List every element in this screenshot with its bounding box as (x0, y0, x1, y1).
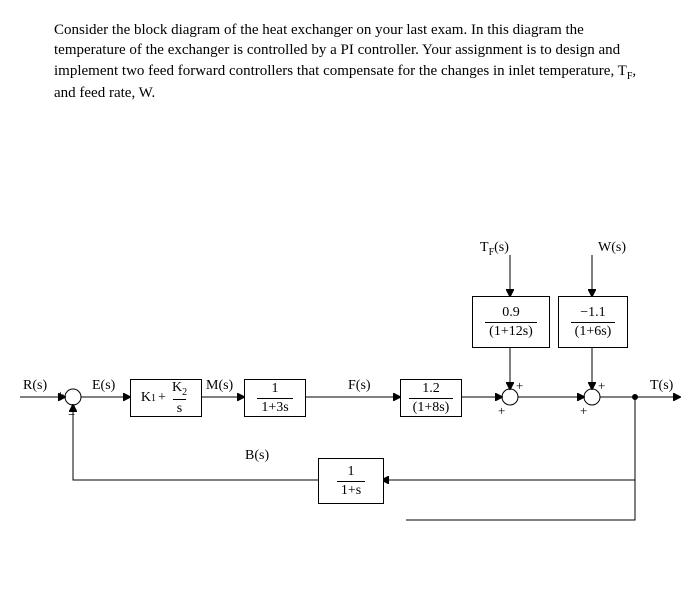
block-pi: K1 + K2 s (130, 379, 202, 417)
pi-expr: K1 + K2 s (141, 380, 191, 416)
label-T: T(s) (650, 378, 673, 394)
label-F: F(s) (348, 378, 371, 394)
tf2-den: (1+8s) (409, 398, 454, 415)
block-gd2: −1.1 (1+6s) (558, 296, 628, 348)
gd1-num: 0.9 (498, 305, 524, 321)
pi-den: s (173, 399, 186, 416)
fb-num: 1 (344, 464, 359, 480)
block-tf2: 1.2 (1+8s) (400, 379, 462, 417)
fb-den: 1+s (337, 481, 365, 498)
sum1 (65, 389, 81, 405)
tf2-num: 1.2 (418, 381, 444, 397)
gd1-den: (1+12s) (485, 322, 537, 339)
label-E: E(s) (92, 378, 115, 394)
tf2-frac: 1.2 (1+8s) (409, 381, 454, 415)
pi-k1: K (141, 390, 151, 406)
sign-sum2-top: + (516, 379, 523, 392)
sign-sum2-left: + (498, 404, 505, 417)
gd2-num: −1.1 (576, 305, 609, 321)
pi-k2: K (172, 380, 182, 395)
fb-frac: 1 1+s (337, 464, 365, 498)
pi-k2-sub: 2 (182, 387, 187, 398)
label-B: B(s) (245, 448, 269, 464)
label-R: R(s) (23, 378, 47, 394)
label-M: M(s) (206, 378, 233, 394)
pi-frac: K2 s (168, 380, 191, 416)
block-tf1: 1 1+3s (244, 379, 306, 417)
tf1-num: 1 (268, 381, 283, 397)
pi-plus: + (156, 390, 168, 406)
tf1-frac: 1 1+3s (257, 381, 292, 415)
tf-s: (s) (494, 240, 509, 255)
page: Consider the block diagram of the heat e… (0, 0, 698, 594)
pi-num: K2 (168, 380, 191, 399)
sign-sum1-plus: + (57, 388, 64, 401)
block-fb: 1 1+s (318, 458, 384, 504)
block-gd1: 0.9 (1+12s) (472, 296, 550, 348)
label-Tf: TF(s) (480, 240, 509, 258)
sign-sum3-top: + (598, 379, 605, 392)
sign-sum1-minus: − (68, 408, 75, 421)
gd1-frac: 0.9 (1+12s) (485, 305, 537, 339)
tf1-den: 1+3s (257, 398, 292, 415)
gd2-den: (1+6s) (571, 322, 616, 339)
sign-sum3-left: + (580, 404, 587, 417)
gd2-frac: −1.1 (1+6s) (571, 305, 616, 339)
label-W: W(s) (598, 240, 626, 256)
tf-t: T (480, 240, 489, 255)
